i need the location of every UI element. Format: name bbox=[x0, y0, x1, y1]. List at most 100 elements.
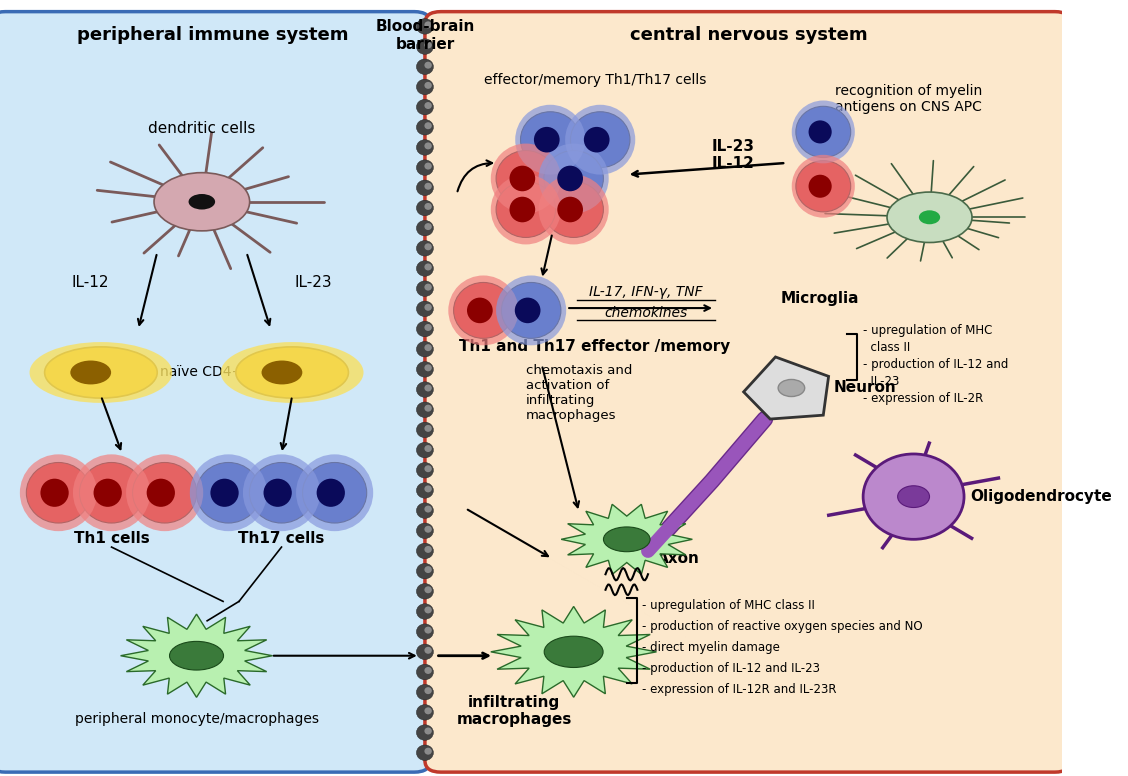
Ellipse shape bbox=[262, 361, 302, 384]
Ellipse shape bbox=[534, 127, 559, 152]
Ellipse shape bbox=[416, 341, 433, 357]
Ellipse shape bbox=[792, 101, 855, 164]
Ellipse shape bbox=[424, 304, 432, 311]
Ellipse shape bbox=[126, 455, 203, 532]
Text: IL-23
IL-12: IL-23 IL-12 bbox=[712, 139, 755, 171]
Ellipse shape bbox=[424, 123, 432, 130]
Text: - upregulation of MHC: - upregulation of MHC bbox=[863, 324, 992, 337]
Text: Oligodendrocyte: Oligodendrocyte bbox=[970, 489, 1111, 504]
Ellipse shape bbox=[557, 166, 583, 192]
Ellipse shape bbox=[571, 112, 629, 168]
Ellipse shape bbox=[211, 479, 239, 507]
Ellipse shape bbox=[557, 197, 583, 223]
Ellipse shape bbox=[538, 144, 609, 213]
Ellipse shape bbox=[544, 182, 603, 237]
Ellipse shape bbox=[41, 479, 69, 507]
Polygon shape bbox=[743, 357, 829, 419]
Ellipse shape bbox=[416, 664, 433, 680]
Ellipse shape bbox=[919, 210, 940, 224]
Text: - upregulation of MHC class II: - upregulation of MHC class II bbox=[642, 599, 814, 612]
Ellipse shape bbox=[467, 298, 493, 323]
Ellipse shape bbox=[424, 324, 432, 331]
Ellipse shape bbox=[416, 321, 433, 337]
Ellipse shape bbox=[448, 275, 519, 345]
Text: infiltrating
macrophages: infiltrating macrophages bbox=[457, 695, 572, 727]
Ellipse shape bbox=[510, 197, 535, 223]
Ellipse shape bbox=[510, 166, 535, 192]
Ellipse shape bbox=[424, 203, 432, 210]
Ellipse shape bbox=[416, 442, 433, 458]
Ellipse shape bbox=[424, 425, 432, 431]
Ellipse shape bbox=[424, 284, 432, 291]
Text: chemokines: chemokines bbox=[605, 306, 687, 320]
Ellipse shape bbox=[424, 82, 432, 89]
Ellipse shape bbox=[29, 342, 173, 403]
Ellipse shape bbox=[796, 106, 851, 158]
Text: peripheral immune system: peripheral immune system bbox=[77, 26, 349, 44]
Ellipse shape bbox=[416, 725, 433, 740]
Text: - expression of IL-12R and IL-23R: - expression of IL-12R and IL-23R bbox=[642, 683, 836, 696]
Ellipse shape bbox=[147, 479, 175, 507]
Ellipse shape bbox=[416, 705, 433, 720]
Ellipse shape bbox=[796, 161, 851, 212]
Ellipse shape bbox=[424, 42, 432, 49]
Ellipse shape bbox=[424, 244, 432, 250]
Text: IL-23: IL-23 bbox=[294, 275, 332, 290]
Ellipse shape bbox=[196, 462, 261, 523]
Ellipse shape bbox=[898, 486, 929, 508]
Text: Blood-brain
barrier: Blood-brain barrier bbox=[376, 19, 475, 52]
Text: - production of IL-12 and IL-23: - production of IL-12 and IL-23 bbox=[642, 662, 820, 675]
Ellipse shape bbox=[416, 79, 433, 95]
Text: IL-17, IFN-γ, TNF: IL-17, IFN-γ, TNF bbox=[589, 286, 703, 300]
Text: Th1 cells: Th1 cells bbox=[73, 532, 149, 546]
Ellipse shape bbox=[416, 604, 433, 619]
Ellipse shape bbox=[416, 200, 433, 216]
Ellipse shape bbox=[416, 483, 433, 498]
Ellipse shape bbox=[491, 175, 561, 244]
Ellipse shape bbox=[26, 462, 90, 523]
Ellipse shape bbox=[73, 455, 150, 532]
Polygon shape bbox=[491, 607, 656, 697]
Ellipse shape bbox=[453, 282, 513, 338]
Text: Th1 and Th17 effector /memory: Th1 and Th17 effector /memory bbox=[459, 339, 731, 354]
Ellipse shape bbox=[416, 584, 433, 599]
Ellipse shape bbox=[424, 264, 432, 271]
Ellipse shape bbox=[70, 361, 112, 384]
Ellipse shape bbox=[94, 479, 122, 507]
Ellipse shape bbox=[496, 151, 556, 206]
Text: Neuron: Neuron bbox=[834, 380, 897, 395]
Ellipse shape bbox=[424, 748, 432, 754]
Text: IL-12: IL-12 bbox=[71, 275, 109, 290]
FancyBboxPatch shape bbox=[425, 12, 1070, 772]
Ellipse shape bbox=[416, 99, 433, 115]
Ellipse shape bbox=[491, 144, 561, 213]
Ellipse shape bbox=[424, 627, 432, 633]
Ellipse shape bbox=[584, 127, 609, 152]
Ellipse shape bbox=[424, 607, 432, 613]
Text: Th17 cells: Th17 cells bbox=[238, 532, 325, 546]
Ellipse shape bbox=[496, 182, 556, 237]
Ellipse shape bbox=[416, 503, 433, 518]
Ellipse shape bbox=[424, 345, 432, 352]
Ellipse shape bbox=[544, 151, 603, 206]
Ellipse shape bbox=[221, 342, 363, 403]
Text: - production of IL-12 and: - production of IL-12 and bbox=[863, 358, 1008, 371]
Ellipse shape bbox=[809, 175, 831, 198]
Text: effector/memory Th1/Th17 cells: effector/memory Th1/Th17 cells bbox=[484, 73, 706, 87]
Text: - production of reactive oxygen species and NO: - production of reactive oxygen species … bbox=[642, 620, 923, 633]
Ellipse shape bbox=[264, 479, 292, 507]
Ellipse shape bbox=[515, 105, 585, 175]
Ellipse shape bbox=[416, 19, 433, 34]
Ellipse shape bbox=[424, 688, 432, 695]
Ellipse shape bbox=[424, 22, 432, 29]
Ellipse shape bbox=[416, 624, 433, 639]
Ellipse shape bbox=[416, 281, 433, 296]
Ellipse shape bbox=[424, 365, 432, 372]
Text: peripheral monocyte/macrophages: peripheral monocyte/macrophages bbox=[74, 712, 318, 726]
Ellipse shape bbox=[416, 39, 433, 54]
Ellipse shape bbox=[887, 192, 972, 242]
Ellipse shape bbox=[416, 543, 433, 559]
Ellipse shape bbox=[502, 282, 561, 338]
Ellipse shape bbox=[424, 647, 432, 653]
Ellipse shape bbox=[416, 301, 433, 317]
